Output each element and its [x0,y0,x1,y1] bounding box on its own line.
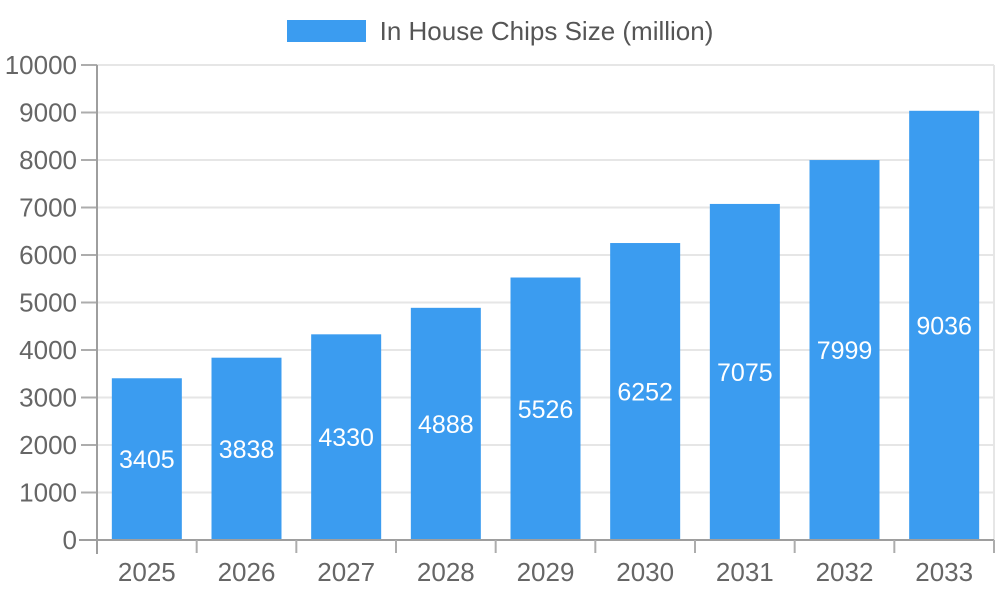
bar-2033 [909,110,980,540]
bar-value-label: 3838 [219,436,275,464]
bar-2029 [510,277,581,540]
bar-2026 [211,357,282,540]
y-tick-label: 1000 [19,478,77,508]
y-tick-label: 7000 [19,193,77,223]
bar-2028 [410,307,481,540]
bar-2025 [111,378,182,540]
x-tick-label: 2025 [118,557,176,587]
legend-label: In House Chips Size (million) [379,16,714,46]
bar-2031 [709,203,780,540]
legend: In House Chips Size (million) [0,17,1000,45]
y-tick-label: 8000 [19,145,77,175]
y-tick-label: 2000 [19,430,77,460]
x-tick-label: 2026 [218,557,276,587]
bar-value-label: 7999 [817,337,873,365]
y-tick-label: 6000 [19,240,77,270]
y-tick-label: 0 [63,525,77,555]
y-tick-label: 9000 [19,98,77,128]
bar-value-label: 6252 [617,379,673,407]
bar-value-label: 5526 [518,396,574,424]
x-tick-label: 2033 [915,557,973,587]
x-tick-label: 2032 [816,557,874,587]
bar-2030 [610,243,681,540]
y-tick-label: 3000 [19,383,77,413]
legend-swatch [286,20,366,42]
x-tick-label: 2027 [317,557,375,587]
x-tick-label: 2030 [616,557,674,587]
y-tick-label: 4000 [19,335,77,365]
bar-value-label: 3405 [119,446,175,474]
bar-value-label: 9036 [916,312,972,340]
y-tick-label: 5000 [19,288,77,318]
x-tick-label: 2031 [716,557,774,587]
bar-value-label: 4888 [418,411,474,439]
bar-value-label: 4330 [318,424,374,452]
x-tick-label: 2029 [517,557,575,587]
bar-2027 [311,334,382,540]
bar-2032 [809,160,880,541]
bar-value-label: 7075 [717,359,773,387]
y-tick-label: 10000 [5,50,77,80]
x-tick-label: 2028 [417,557,475,587]
